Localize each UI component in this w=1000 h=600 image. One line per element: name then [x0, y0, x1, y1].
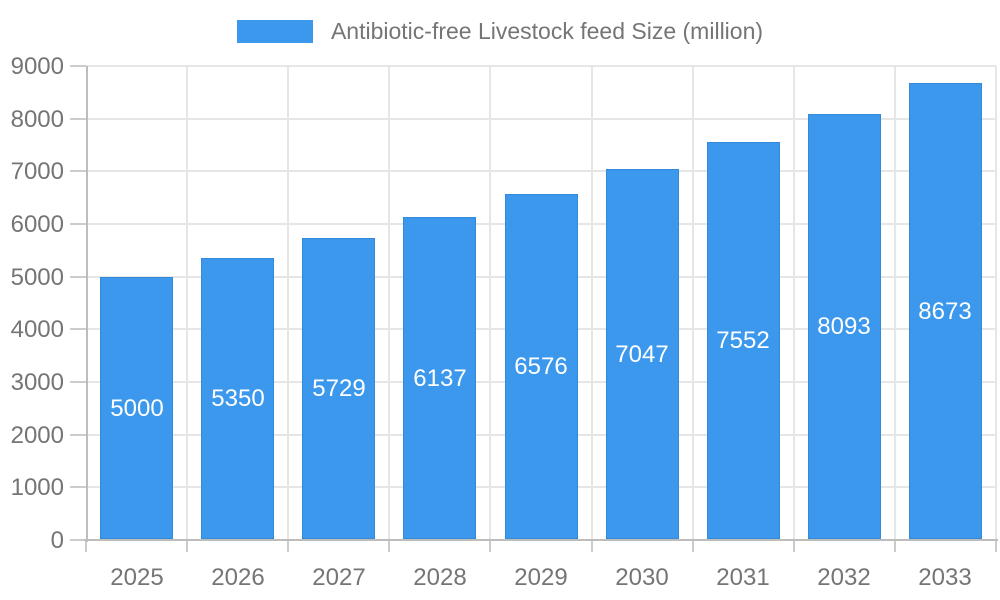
- y-axis-label-5000: 5000: [10, 264, 64, 291]
- x-axis-label-2033: 2033: [918, 564, 972, 591]
- legend-label: Antibiotic-free Livestock feed Size (mil…: [330, 18, 764, 44]
- gridline-v-9: [995, 66, 997, 540]
- y-axis-label-6000: 6000: [10, 211, 64, 238]
- y-axis-label-0: 0: [50, 527, 64, 554]
- bar-value-label-2033: 8673: [918, 298, 972, 325]
- bar-2025[interactable]: [100, 277, 173, 539]
- y-tick-4000: [70, 328, 86, 330]
- gridline-v-1: [186, 66, 188, 540]
- bar-2028[interactable]: [403, 217, 476, 539]
- gridline-h-7000: [86, 170, 996, 172]
- x-tick-0: [85, 540, 87, 552]
- x-axis-line: [84, 539, 998, 541]
- x-tick-5: [591, 540, 593, 552]
- bar-value-label-2028: 6137: [413, 365, 467, 392]
- x-tick-2: [287, 540, 289, 552]
- bar-value-label-2025: 5000: [110, 395, 164, 422]
- bar-value-label-2032: 8093: [817, 313, 871, 340]
- x-tick-7: [793, 540, 795, 552]
- bar-value-label-2029: 6576: [514, 353, 568, 380]
- y-axis-label-8000: 8000: [10, 106, 64, 133]
- bar-value-label-2027: 5729: [312, 375, 366, 402]
- bar-2032[interactable]: [808, 114, 881, 539]
- y-axis-label-9000: 9000: [10, 53, 64, 80]
- x-tick-4: [489, 540, 491, 552]
- y-tick-1000: [70, 486, 86, 488]
- y-tick-5000: [70, 276, 86, 278]
- gridline-v-6: [692, 66, 694, 540]
- gridline-v-8: [894, 66, 896, 540]
- y-tick-9000: [70, 65, 86, 67]
- gridline-h-9000: [86, 65, 996, 67]
- x-tick-3: [388, 540, 390, 552]
- x-axis-label-2026: 2026: [211, 564, 265, 591]
- x-axis-label-2030: 2030: [615, 564, 669, 591]
- bar-2026[interactable]: [201, 258, 274, 539]
- y-tick-3000: [70, 381, 86, 383]
- x-tick-1: [186, 540, 188, 552]
- legend[interactable]: Antibiotic-free Livestock feed Size (mil…: [0, 18, 1000, 45]
- x-tick-9: [995, 540, 997, 552]
- x-axis-label-2028: 2028: [413, 564, 467, 591]
- bar-2033[interactable]: [909, 83, 982, 539]
- x-axis-label-2027: 2027: [312, 564, 366, 591]
- legend-swatch-icon: [236, 20, 313, 43]
- y-axis-label-4000: 4000: [10, 316, 64, 343]
- bar-value-label-2031: 7552: [716, 327, 770, 354]
- y-axis-label-7000: 7000: [10, 158, 64, 185]
- bar-2030[interactable]: [606, 169, 679, 539]
- gridline-v-4: [489, 66, 491, 540]
- bar-value-label-2026: 5350: [211, 385, 265, 412]
- bar-2027[interactable]: [302, 238, 375, 539]
- gridline-v-5: [591, 66, 593, 540]
- y-axis-label-1000: 1000: [10, 474, 64, 501]
- y-tick-7000: [70, 170, 86, 172]
- bar-2029[interactable]: [505, 194, 578, 539]
- y-tick-0: [70, 539, 86, 541]
- x-axis-label-2029: 2029: [514, 564, 568, 591]
- y-axis-label-3000: 3000: [10, 369, 64, 396]
- bar-2031[interactable]: [707, 142, 780, 539]
- y-axis-label-2000: 2000: [10, 422, 64, 449]
- x-axis-label-2032: 2032: [817, 564, 871, 591]
- y-tick-6000: [70, 223, 86, 225]
- y-tick-2000: [70, 434, 86, 436]
- x-axis-label-2031: 2031: [716, 564, 770, 591]
- x-axis-label-2025: 2025: [110, 564, 164, 591]
- gridline-v-3: [388, 66, 390, 540]
- gridline-h-8000: [86, 118, 996, 120]
- y-axis-line: [86, 66, 88, 542]
- y-tick-8000: [70, 118, 86, 120]
- x-tick-8: [894, 540, 896, 552]
- x-tick-6: [692, 540, 694, 552]
- bar-value-label-2030: 7047: [615, 341, 669, 368]
- gridline-v-7: [793, 66, 795, 540]
- gridline-v-2: [287, 66, 289, 540]
